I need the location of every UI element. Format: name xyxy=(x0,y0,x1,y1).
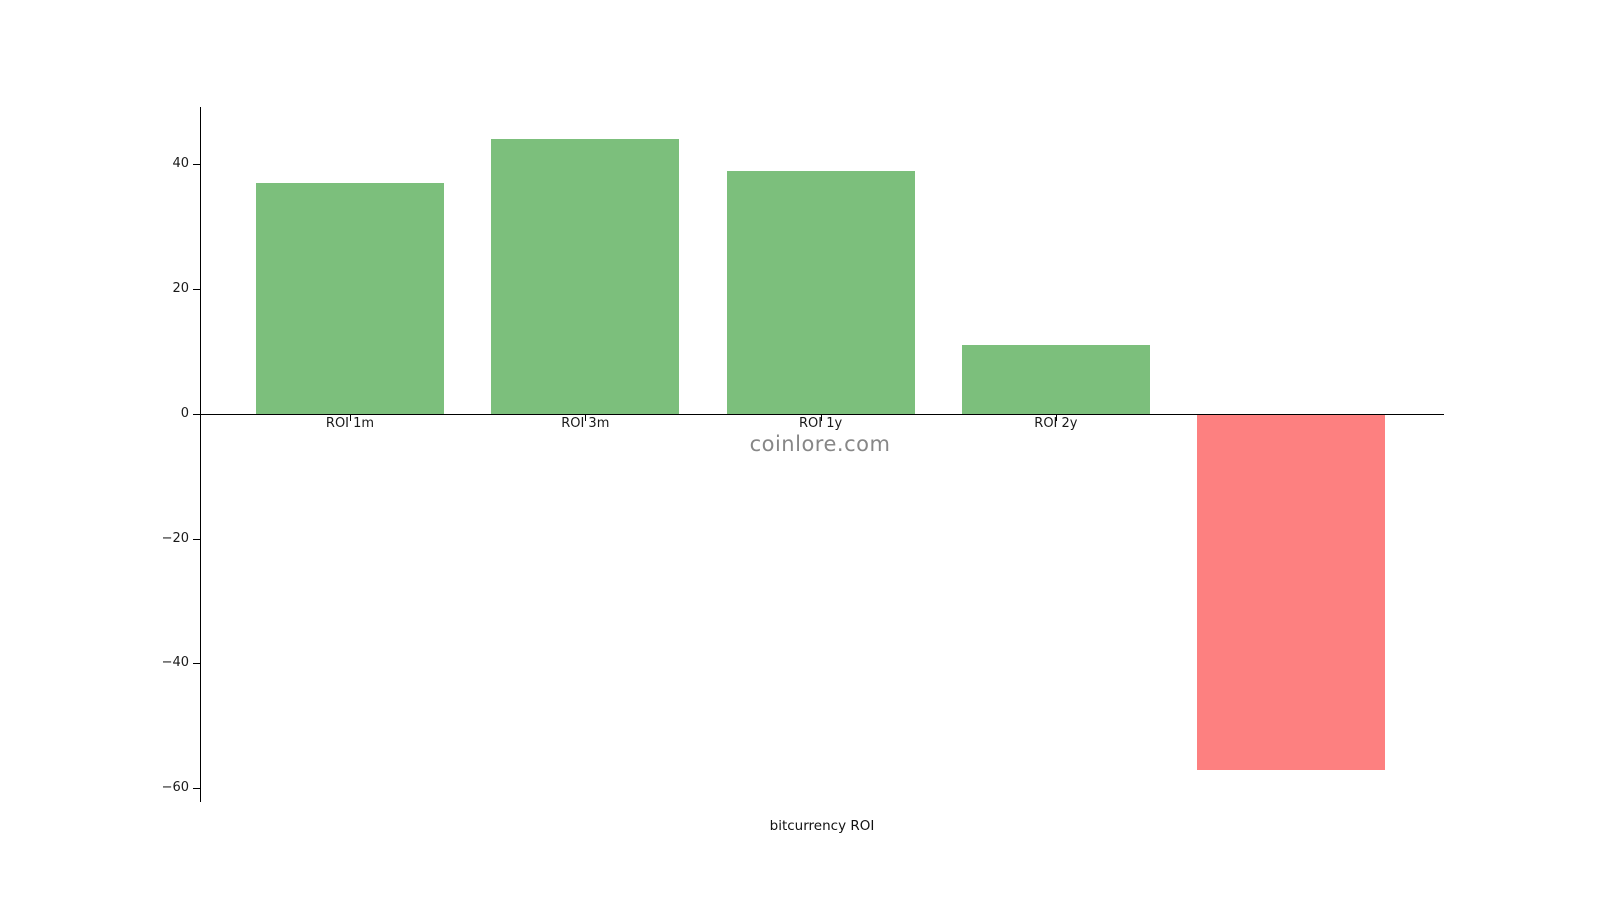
bar-roi-1y xyxy=(726,170,915,414)
x-tick-mark-roi-3m xyxy=(585,413,587,421)
y-axis-line xyxy=(200,107,201,802)
x-axis-zero-line xyxy=(200,413,1444,415)
x-tick-mark-roi-1y xyxy=(820,413,822,421)
y-tick-label--60: −60 xyxy=(161,780,189,796)
bar-negative-4 xyxy=(1197,413,1386,770)
y-tick-label--20: −20 xyxy=(161,530,189,546)
y-tick-mark-20 xyxy=(193,289,200,291)
x-tick-label-roi-1y: ROI 1y xyxy=(798,415,843,431)
x-axis-title: bitcurrency ROI xyxy=(769,818,875,834)
bar-roi-1m xyxy=(256,183,444,414)
watermark-text: coinlore.com xyxy=(749,432,891,456)
y-tick-mark--40 xyxy=(193,663,200,665)
x-tick-label-roi-1m: ROI 1m xyxy=(325,415,375,431)
bar-roi-2y xyxy=(961,345,1150,414)
y-tick-mark--60 xyxy=(193,788,200,790)
y-tick-label-40: 40 xyxy=(172,156,189,172)
x-tick-mark-roi-2y xyxy=(1055,413,1057,421)
bar-roi-3m xyxy=(491,139,680,414)
x-tick-mark-roi-1m xyxy=(350,413,351,421)
y-tick-label-0: 0 xyxy=(180,405,189,421)
y-tick-label--40: −40 xyxy=(161,655,189,671)
y-tick-mark--20 xyxy=(193,538,200,540)
y-tick-mark-0 xyxy=(193,413,200,415)
x-tick-label-roi-3m: ROI 3m xyxy=(561,415,610,431)
x-tick-label-roi-2y: ROI 2y xyxy=(1034,415,1078,431)
y-tick-label-20: 20 xyxy=(172,281,189,297)
y-tick-mark-40 xyxy=(193,164,200,166)
